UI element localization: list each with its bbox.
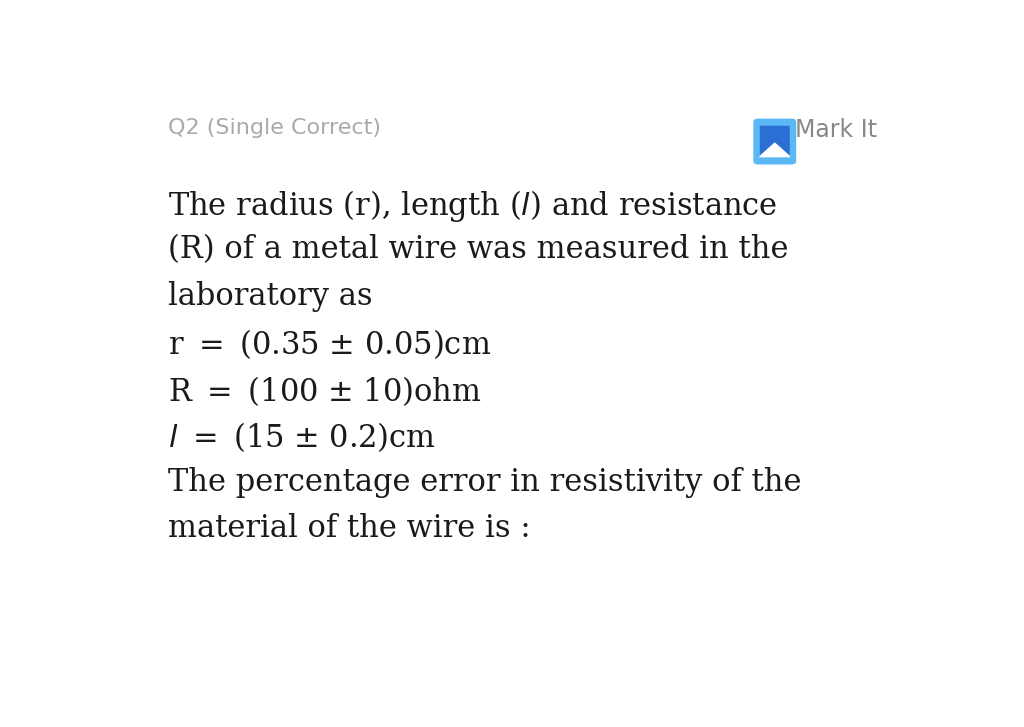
Polygon shape: [761, 126, 790, 156]
FancyBboxPatch shape: [754, 119, 797, 164]
Text: material of the wire is :: material of the wire is :: [168, 513, 530, 545]
Text: Q2 (Single Correct): Q2 (Single Correct): [168, 118, 381, 138]
Text: R $=$ (100 $\pm$ 10)ohm: R $=$ (100 $\pm$ 10)ohm: [168, 374, 481, 408]
Text: Mark It: Mark It: [795, 118, 877, 142]
Text: (R) of a metal wire was measured in the: (R) of a metal wire was measured in the: [168, 235, 788, 265]
Text: laboratory as: laboratory as: [168, 281, 373, 312]
Polygon shape: [760, 143, 790, 156]
Text: $\it{l}$ $=$ (15 $\pm$ 0.2)cm: $\it{l}$ $=$ (15 $\pm$ 0.2)cm: [168, 420, 435, 454]
Text: The radius (r), length ($\it{l}$) and resistance: The radius (r), length ($\it{l}$) and re…: [168, 188, 777, 224]
Text: r $=$ (0.35 $\pm$ 0.05)cm: r $=$ (0.35 $\pm$ 0.05)cm: [168, 327, 490, 361]
Text: The percentage error in resistivity of the: The percentage error in resistivity of t…: [168, 467, 801, 498]
